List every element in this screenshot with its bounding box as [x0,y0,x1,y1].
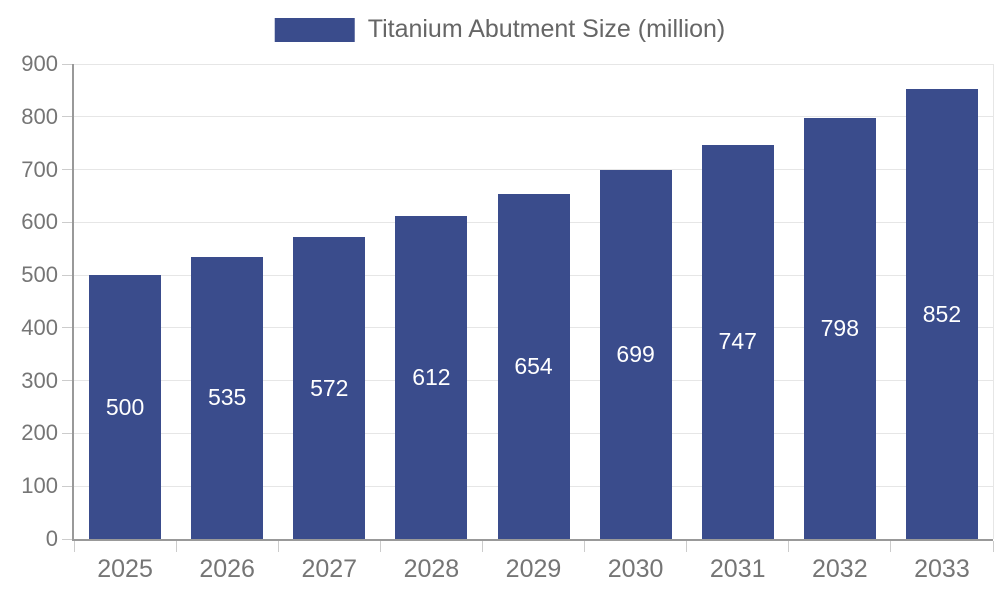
bar-value-label: 852 [922,300,962,327]
y-axis-label: 200 [21,420,58,446]
bar-value-label: 699 [616,341,655,368]
y-tick [62,116,72,118]
legend-label: Titanium Abutment Size (million) [367,15,726,43]
x-axis-label: 2026 [199,555,255,583]
x-tick [992,541,994,552]
y-axis-label: 800 [21,103,58,129]
plot-area: 500 535 572 612 654 699 747 798 852 0 100 200 300 40… [21,51,994,583]
y-tick [62,538,72,540]
y-tick [62,274,72,276]
bar-2027[interactable]: 572 [293,237,366,539]
y-axis-label: 500 [21,262,58,288]
y-tick [62,380,72,382]
legend-swatch [274,17,355,42]
x-axis-line [72,539,993,541]
bar-2029[interactable]: 654 [497,193,570,539]
y-axis-label: 600 [21,209,58,235]
bar-value-label: 572 [310,374,349,401]
bar-2025[interactable]: 500 [89,275,162,539]
bar-2028[interactable]: 612 [395,216,468,539]
bar-2032[interactable]: 798 [803,117,876,539]
y-tick [62,327,72,329]
gridline [74,169,993,171]
bar-2026[interactable]: 535 [191,256,264,539]
x-tick [890,541,892,552]
x-tick [686,541,688,552]
y-tick [62,432,72,434]
gridline [74,63,993,65]
y-axis-line [72,64,74,541]
legend-item[interactable]: Titanium Abutment Size (million) [274,15,726,44]
x-axis-label: 2027 [301,555,358,583]
x-axis-label: 2033 [914,555,970,583]
x-axis-label: 2030 [607,555,664,583]
bar-value-label: 798 [820,314,860,341]
y-tick [62,485,72,487]
bar-value-label: 612 [412,364,451,390]
bar-value-label: 654 [514,352,553,379]
x-axis-label: 2025 [97,555,153,583]
x-tick [277,541,279,552]
bar-2033[interactable]: 852 [905,89,978,539]
x-tick [788,541,790,552]
bar-2031[interactable]: 747 [701,144,774,539]
y-axis-label: 0 [45,526,58,551]
x-tick [73,541,75,552]
y-tick [62,169,72,171]
y-axis-label: 300 [21,367,58,393]
gridline [74,116,993,118]
x-axis-label: 2032 [812,555,868,583]
x-tick [481,541,483,552]
y-axis-label: 400 [21,314,58,340]
x-tick [175,541,177,552]
bar-value-label: 500 [105,393,145,420]
x-axis-label: 2028 [403,555,460,583]
x-tick [379,541,381,552]
y-axis-label: 100 [21,473,58,499]
bar-2030[interactable]: 699 [599,170,672,539]
bar-value-label: 535 [207,384,247,411]
y-axis-label: 900 [21,51,58,76]
y-tick [62,221,72,223]
x-axis-label: 2031 [709,555,766,583]
bar-value-label: 747 [718,328,757,355]
x-axis-label: 2029 [505,555,562,583]
plot-right-border [993,64,994,539]
x-tick [584,541,586,552]
y-axis-label: 700 [21,156,58,182]
y-tick [62,63,72,65]
